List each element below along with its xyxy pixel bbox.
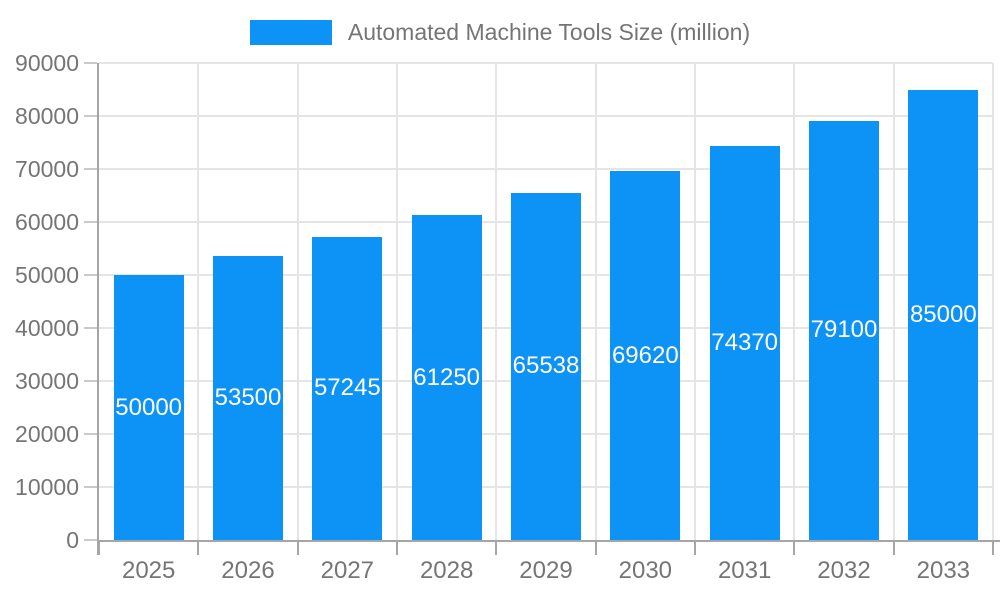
x-axis-line <box>97 540 1000 542</box>
bar[interactable] <box>213 256 283 540</box>
y-axis-label: 70000 <box>15 156 79 182</box>
y-axis-tick <box>84 274 97 276</box>
x-axis-label: 2026 <box>221 557 275 584</box>
y-axis-label: 50000 <box>15 262 79 288</box>
y-axis-tick <box>84 539 97 541</box>
legend-swatch <box>249 20 332 45</box>
legend[interactable]: Automated Machine Tools Size (million) <box>0 19 1000 46</box>
y-axis-tick <box>84 327 97 329</box>
x-axis-tick <box>892 540 895 555</box>
gridline-horizontal <box>99 115 993 117</box>
y-axis-tick <box>84 433 97 435</box>
gridline-vertical <box>594 63 597 540</box>
x-axis-tick <box>793 540 796 555</box>
bar-value-label: 65538 <box>512 352 580 380</box>
y-axis-tick <box>84 168 97 170</box>
x-axis-tick <box>495 540 498 555</box>
bar[interactable] <box>809 120 879 540</box>
y-axis-tick <box>84 486 97 488</box>
x-axis-tick <box>992 540 994 555</box>
gridline-vertical <box>197 63 200 540</box>
bar-value-label: 53500 <box>214 384 282 412</box>
gridline-vertical <box>892 63 895 540</box>
bar-value-label: 85000 <box>909 300 977 328</box>
x-axis-label: 2031 <box>717 557 772 584</box>
bar-value-label: 74370 <box>711 328 779 356</box>
x-axis-label: 2028 <box>419 557 474 584</box>
bar[interactable] <box>709 145 780 540</box>
y-axis-line <box>97 63 99 555</box>
gridline-horizontal <box>99 62 993 64</box>
bar[interactable] <box>610 171 681 540</box>
x-axis-label: 2029 <box>519 557 573 584</box>
bar-value-label: 57245 <box>313 374 381 402</box>
y-axis-tick <box>84 221 97 223</box>
x-axis-tick <box>396 540 398 555</box>
x-axis-tick <box>98 540 100 555</box>
gridline-vertical <box>396 63 398 540</box>
gridline-vertical <box>793 63 796 540</box>
gridline-vertical <box>495 63 498 540</box>
legend-label: Automated Machine Tools Size (million) <box>347 19 751 45</box>
x-axis-label: 2032 <box>817 557 871 584</box>
y-axis-label: 40000 <box>15 315 79 341</box>
x-axis-label: 2027 <box>320 557 375 584</box>
y-axis-label: 20000 <box>15 421 79 447</box>
gridline-horizontal <box>99 168 993 170</box>
x-axis-tick <box>594 540 597 555</box>
bar-value-label: 79100 <box>810 316 878 344</box>
y-axis-label: 80000 <box>15 103 79 129</box>
bar-value-label: 50000 <box>115 393 183 421</box>
gridline-vertical <box>694 63 696 540</box>
x-axis-label: 2025 <box>121 557 176 584</box>
bar[interactable] <box>113 275 184 540</box>
bar[interactable] <box>312 236 383 540</box>
bar[interactable] <box>511 192 581 540</box>
x-axis-label: 2030 <box>618 557 673 584</box>
y-axis-tick <box>84 62 97 64</box>
x-axis-label: 2033 <box>916 557 971 584</box>
gridline-vertical <box>992 63 994 540</box>
bar-value-label: 61250 <box>413 363 481 391</box>
y-axis-label: 0 <box>66 527 79 553</box>
y-axis-label: 90000 <box>15 50 79 76</box>
gridline-vertical <box>296 63 299 540</box>
bar[interactable] <box>908 89 979 540</box>
x-axis-tick <box>694 540 696 555</box>
y-axis-label: 30000 <box>15 368 79 394</box>
plot-area: 0 10000 20000 30000 40000 50000 60000 70000 8000… <box>15 50 1000 584</box>
y-axis-tick <box>84 115 97 117</box>
x-axis-tick <box>197 540 200 555</box>
bar[interactable] <box>411 215 482 540</box>
y-axis-label: 60000 <box>15 209 79 235</box>
y-axis-tick <box>84 380 97 382</box>
bar-value-label: 69620 <box>611 341 679 369</box>
y-axis-label: 10000 <box>15 474 79 500</box>
x-axis-tick <box>296 540 299 555</box>
